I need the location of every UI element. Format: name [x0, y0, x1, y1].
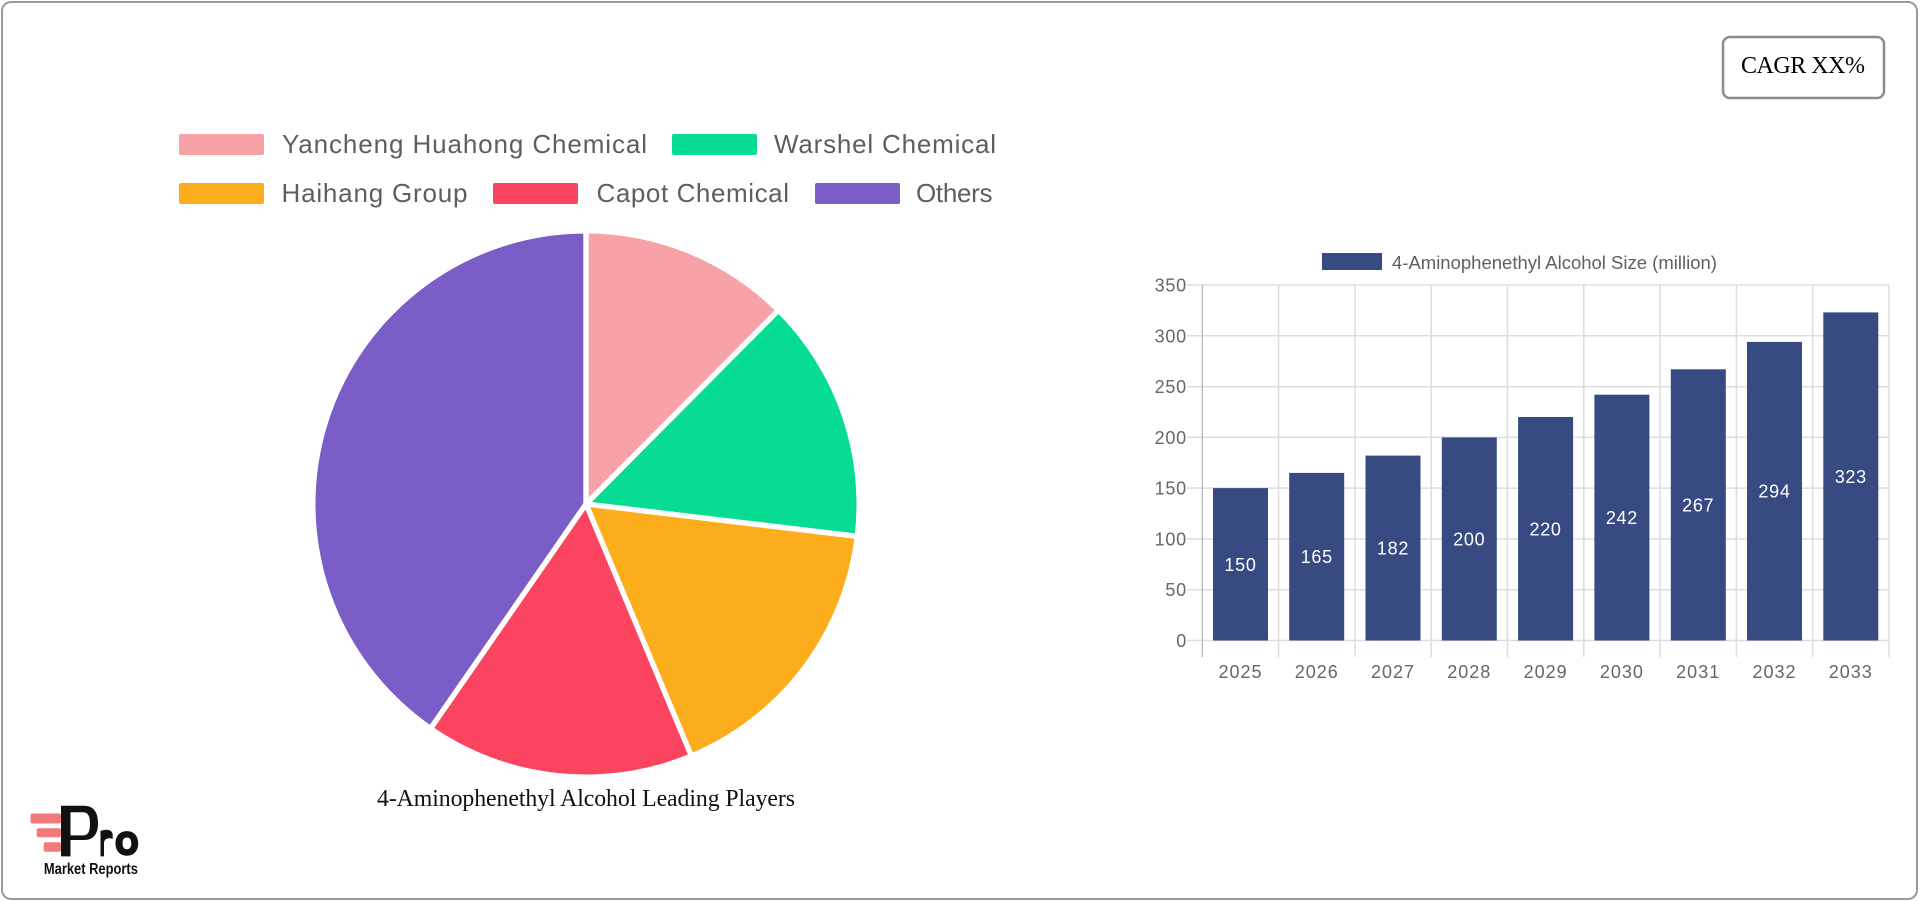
svg-text:350: 350 [1155, 276, 1187, 296]
svg-text:300: 300 [1155, 326, 1187, 346]
svg-text:294: 294 [1758, 482, 1790, 502]
svg-text:0: 0 [1176, 631, 1187, 651]
svg-text:323: 323 [1835, 467, 1867, 487]
svg-text:2027: 2027 [1371, 662, 1415, 682]
svg-text:2025: 2025 [1218, 662, 1262, 682]
svg-text:200: 200 [1155, 428, 1187, 448]
svg-text:267: 267 [1682, 495, 1714, 515]
svg-text:2029: 2029 [1524, 662, 1568, 682]
svg-text:2031: 2031 [1676, 662, 1720, 682]
svg-text:250: 250 [1155, 377, 1187, 397]
svg-text:Yancheng Huahong Chemical: Yancheng Huahong Chemical [282, 129, 647, 159]
svg-text:182: 182 [1377, 539, 1409, 559]
svg-text:2033: 2033 [1829, 662, 1873, 682]
svg-text:200: 200 [1453, 529, 1485, 549]
svg-text:165: 165 [1301, 547, 1333, 567]
svg-text:150: 150 [1224, 555, 1256, 575]
svg-text:2028: 2028 [1447, 662, 1491, 682]
svg-text:220: 220 [1530, 519, 1562, 539]
svg-text:4-Aminophenethyl Alcohol Size: 4-Aminophenethyl Alcohol Size (million) [1392, 252, 1717, 273]
svg-text:Capot Chemical: Capot Chemical [597, 178, 790, 208]
svg-text:Haihang Group: Haihang Group [282, 178, 468, 208]
svg-text:CAGR XX%: CAGR XX% [1741, 53, 1865, 79]
svg-text:4-Aminophenethyl Alcohol Leadi: 4-Aminophenethyl Alcohol Leading Players [377, 786, 795, 812]
svg-text:Warshel Chemical: Warshel Chemical [774, 129, 996, 159]
svg-text:242: 242 [1606, 508, 1638, 528]
svg-text:50: 50 [1165, 580, 1187, 600]
svg-text:150: 150 [1155, 479, 1187, 499]
svg-text:Market Reports: Market Reports [44, 861, 138, 878]
svg-text:100: 100 [1155, 529, 1187, 549]
svg-text:2030: 2030 [1600, 662, 1644, 682]
svg-text:2026: 2026 [1295, 662, 1339, 682]
svg-text:2032: 2032 [1752, 662, 1796, 682]
svg-text:Others: Others [916, 178, 993, 208]
